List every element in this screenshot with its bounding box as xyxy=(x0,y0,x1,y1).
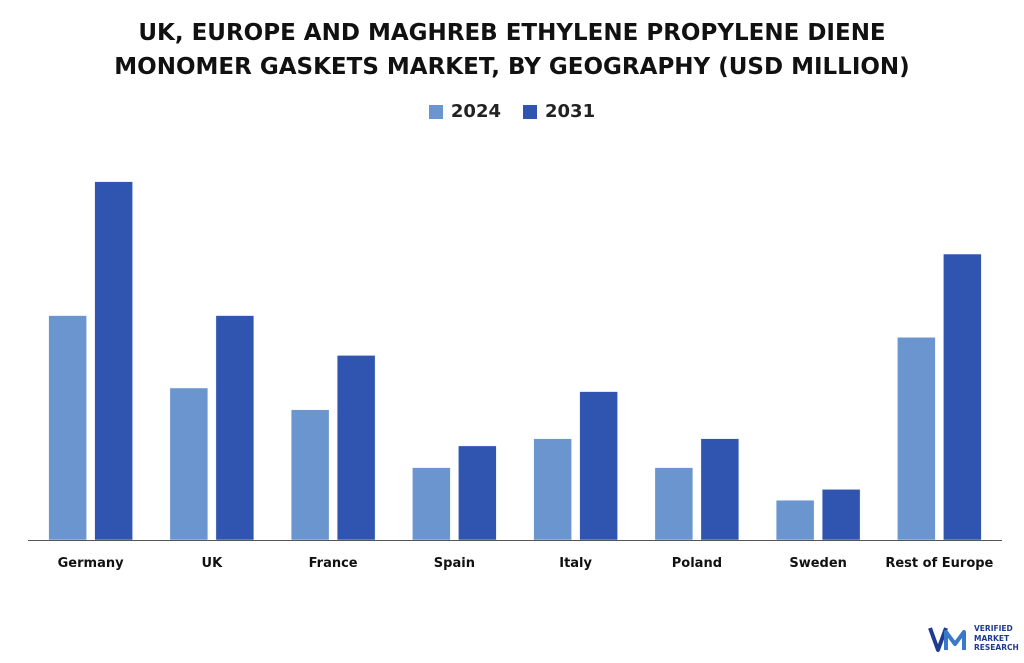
legend-label-2024: 2024 xyxy=(450,101,501,122)
x-tick-label: Rest of Europe xyxy=(885,556,993,571)
chart-title-line1: UK, EUROPE AND MAGHREB ETHYLENE PROPYLEN… xyxy=(138,20,886,46)
x-tick-label: France xyxy=(309,556,358,571)
bar-sweden-2031 xyxy=(821,489,861,541)
bar-france-2031 xyxy=(336,355,376,541)
bar-poland-2031 xyxy=(700,438,740,541)
x-tick-label: Italy xyxy=(559,556,592,571)
x-tick-label: Poland xyxy=(672,556,722,571)
bar-spain-2031 xyxy=(458,445,497,541)
logo-line2: MARKET xyxy=(974,633,1010,643)
x-tick-label: UK xyxy=(202,556,224,571)
chart-title: UK, EUROPE AND MAGHREB ETHYLENE PROPYLEN… xyxy=(0,16,1024,84)
logo-line1: VERIFIED xyxy=(974,624,1013,633)
bar-italy-2031 xyxy=(579,391,618,541)
legend-item-2024: 2024 xyxy=(428,101,501,122)
x-tick-label: Spain xyxy=(434,556,475,571)
x-tick-label: Germany xyxy=(58,556,124,571)
logo-line3: RESEARCH xyxy=(974,643,1019,652)
x-tick-label: Sweden xyxy=(789,556,847,571)
bar-uk-2031 xyxy=(215,315,255,541)
legend-item-2031: 2031 xyxy=(523,101,595,122)
bar-italy-2024 xyxy=(533,438,572,541)
bar-poland-2024 xyxy=(654,467,694,541)
legend-swatch-2024 xyxy=(428,104,443,119)
bar-germany-2024 xyxy=(48,315,87,541)
bar-rest-of-europe-2031 xyxy=(943,253,982,541)
bar-sweden-2024 xyxy=(775,499,815,541)
chart-legend: 2024 2031 xyxy=(0,101,1024,122)
bar-rest-of-europe-2024 xyxy=(897,337,936,541)
legend-label-2031: 2031 xyxy=(545,101,596,122)
vmr-logo-icon xyxy=(928,627,966,652)
legend-swatch-2031 xyxy=(523,104,537,119)
chart-title-line2: MONOMER GASKETS MARKET, BY GEOGRAPHY (US… xyxy=(114,54,910,80)
bar-spain-2024 xyxy=(412,467,451,541)
bar-france-2024 xyxy=(290,409,330,541)
bar-uk-2024 xyxy=(169,387,209,541)
bar-germany-2031 xyxy=(94,181,133,541)
vmr-logo-text: VERIFIED MARKET RESEARCH xyxy=(974,624,1019,653)
